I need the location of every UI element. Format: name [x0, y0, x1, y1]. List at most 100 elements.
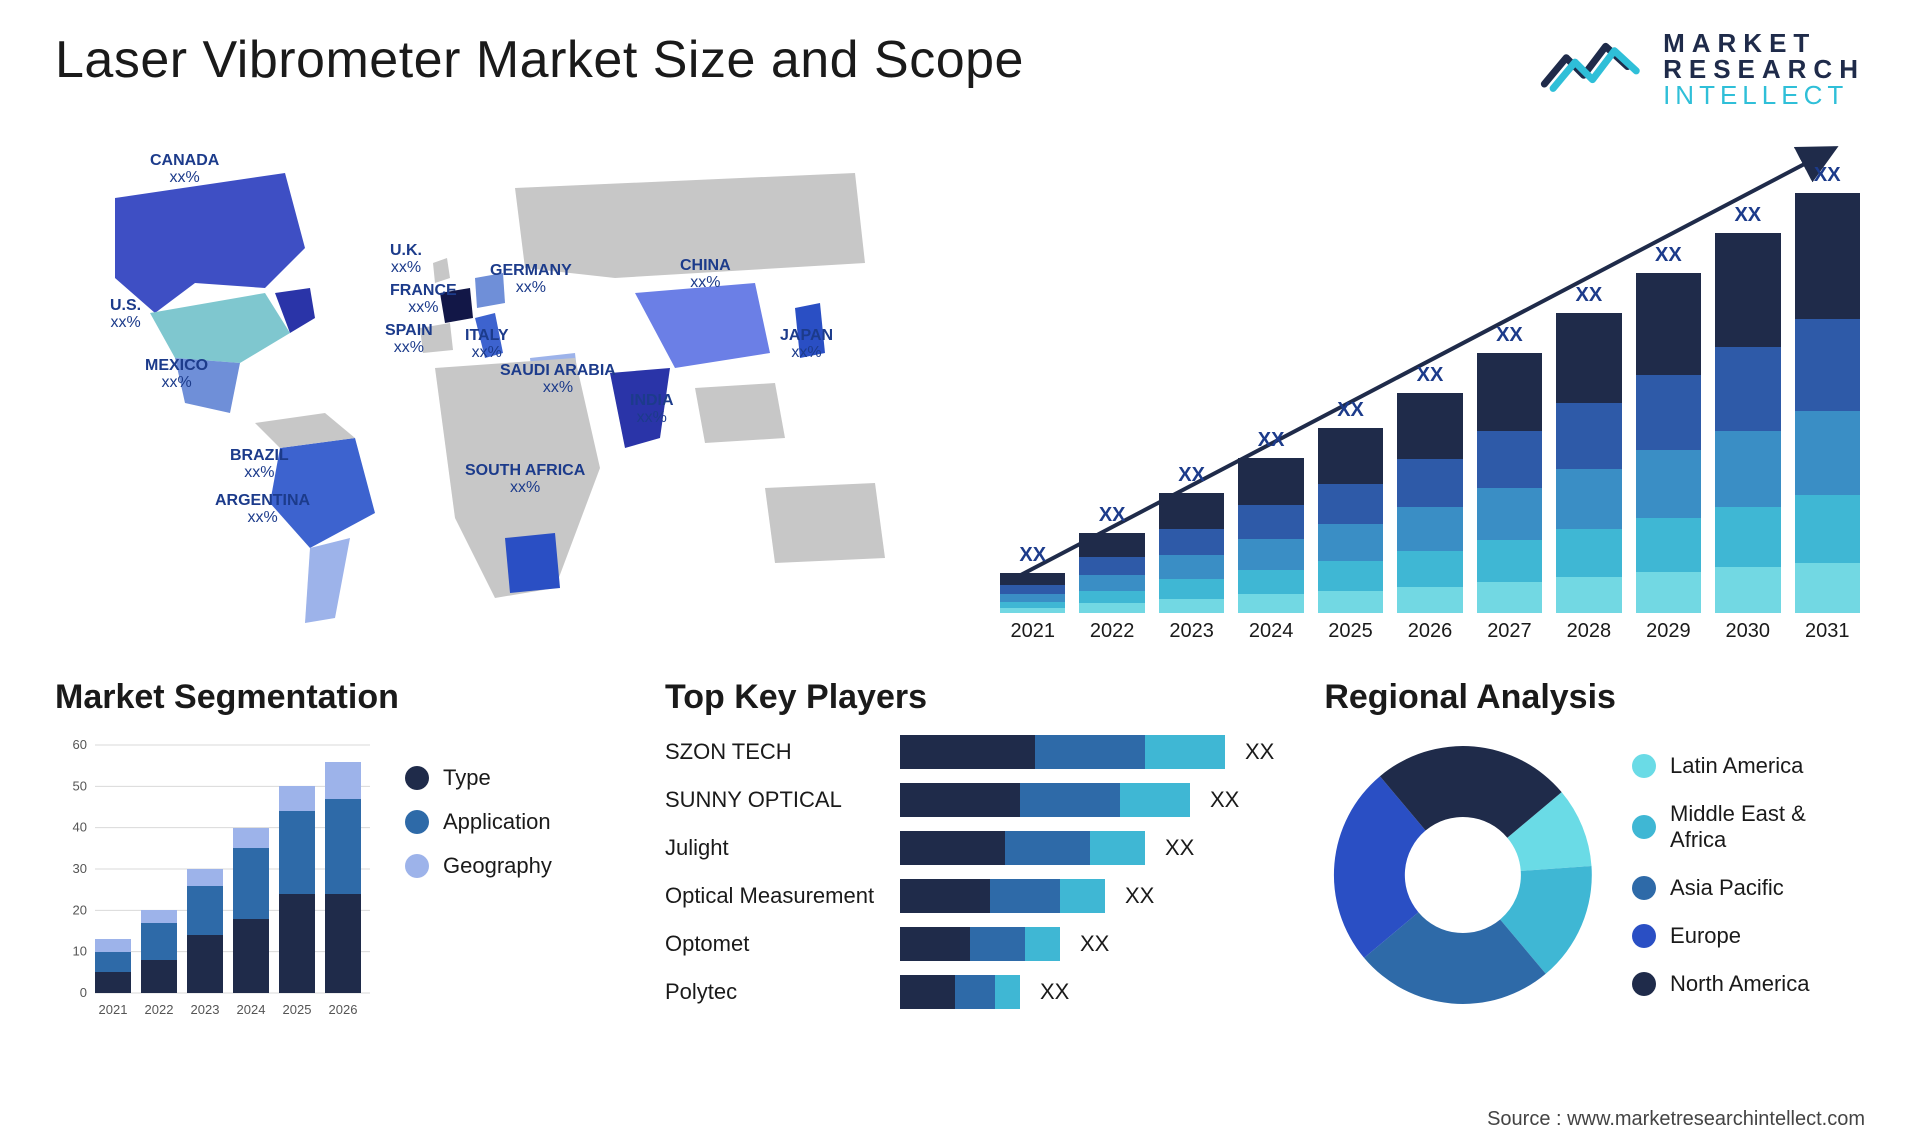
page-title: Laser Vibrometer Market Size and Scope: [55, 30, 1024, 90]
legend-label: Geography: [443, 853, 552, 879]
growth-bar: XX: [1159, 464, 1224, 613]
player-row: OptometXX: [665, 927, 1274, 961]
growth-bar: XX: [1795, 164, 1860, 613]
player-value: XX: [1040, 979, 1069, 1005]
growth-bar: XX: [1477, 324, 1542, 613]
player-value: XX: [1165, 835, 1194, 861]
player-name: Polytec: [665, 979, 890, 1005]
map-region-eu_uk: [433, 258, 450, 283]
growth-bar-label: XX: [1099, 504, 1126, 527]
growth-bar: XX: [1079, 504, 1144, 613]
player-bar: [900, 831, 1145, 865]
map-region-seasia: [695, 383, 785, 443]
map-label: CANADAxx%: [150, 153, 219, 187]
growth-bar: XX: [1397, 364, 1462, 613]
legend-swatch-icon: [1632, 924, 1656, 948]
regional-legend: Latin America Middle East & Africa Asia Pa…: [1632, 753, 1865, 997]
brand-logo-line2: RESEARCH: [1663, 56, 1865, 82]
player-value: XX: [1245, 739, 1274, 765]
legend-label: Europe: [1670, 923, 1741, 949]
growth-bar-label: XX: [1337, 399, 1364, 422]
map-label: SOUTH AFRICAxx%: [465, 463, 585, 497]
growth-bar: XX: [1318, 399, 1383, 613]
segmentation-bar: [95, 939, 131, 993]
segmentation-bar: [279, 786, 315, 993]
growth-year-label: 2022: [1079, 620, 1144, 643]
segmentation-year-label: 2021: [95, 1002, 131, 1017]
player-bar: [900, 783, 1190, 817]
legend-item: Geography: [405, 853, 552, 879]
legend-item: North America: [1632, 971, 1865, 997]
legend-swatch-icon: [405, 766, 429, 790]
player-bar: [900, 735, 1225, 769]
map-label: ITALYxx%: [465, 328, 509, 362]
growth-year-label: 2021: [1000, 620, 1065, 643]
legend-label: Latin America: [1670, 753, 1803, 779]
legend-swatch-icon: [1632, 754, 1656, 778]
brand-logo-mark-icon: [1540, 34, 1645, 104]
legend-label: Type: [443, 765, 491, 791]
map-label: U.K.xx%: [390, 243, 422, 277]
brand-logo-line3: INTELLECT: [1663, 82, 1865, 108]
brand-logo-line1: MARKET: [1663, 30, 1865, 56]
legend-label: Asia Pacific: [1670, 875, 1784, 901]
growth-year-label: 2025: [1318, 620, 1383, 643]
growth-bar-label: XX: [1655, 244, 1682, 267]
player-row: SUNNY OPTICALXX: [665, 783, 1274, 817]
players-chart: SZON TECH XX SUNNY OPTICALXX Julight XX Optic…: [665, 735, 1274, 1009]
player-name: Julight: [665, 835, 890, 861]
segmentation-bar: [187, 869, 223, 993]
player-name: SZON TECH: [665, 739, 890, 765]
svg-text:40: 40: [73, 820, 87, 835]
svg-text:50: 50: [73, 778, 87, 793]
player-name: Optical Measurement: [665, 883, 890, 909]
legend-swatch-icon: [405, 810, 429, 834]
growth-bar-chart: XXXXXXXXXXXXXXXXXXXXXX 20212022202320242…: [995, 118, 1865, 648]
svg-text:30: 30: [73, 861, 87, 876]
player-bar: [900, 927, 1060, 961]
legend-item: Type: [405, 765, 552, 791]
growth-bar-label: XX: [1496, 324, 1523, 347]
growth-year-label: 2029: [1636, 620, 1701, 643]
legend-item: Application: [405, 809, 552, 835]
segmentation-year-label: 2025: [279, 1002, 315, 1017]
legend-swatch-icon: [1632, 972, 1656, 996]
segmentation-title: Market Segmentation: [55, 678, 615, 717]
player-row: Polytec XX: [665, 975, 1274, 1009]
growth-bar: XX: [1000, 544, 1065, 613]
growth-bar-label: XX: [1734, 204, 1761, 227]
player-value: XX: [1080, 931, 1109, 957]
legend-swatch-icon: [405, 854, 429, 878]
map-label: SAUDI ARABIAxx%: [500, 363, 616, 397]
map-label: GERMANYxx%: [490, 263, 572, 297]
growth-year-label: 2026: [1397, 620, 1462, 643]
map-region-aus: [765, 483, 885, 563]
growth-bar-label: XX: [1019, 544, 1046, 567]
legend-item: Latin America: [1632, 753, 1865, 779]
legend-item: Middle East & Africa: [1632, 801, 1865, 853]
growth-bar-label: XX: [1576, 284, 1603, 307]
map-label: CHINAxx%: [680, 258, 731, 292]
growth-bar-label: XX: [1258, 429, 1285, 452]
map-label: U.S.xx%: [110, 298, 141, 332]
svg-text:20: 20: [73, 902, 87, 917]
growth-bar: XX: [1715, 204, 1780, 613]
player-value: XX: [1125, 883, 1154, 909]
legend-label: North America: [1670, 971, 1809, 997]
growth-bar-label: XX: [1178, 464, 1205, 487]
player-bar: [900, 879, 1105, 913]
map-label: MEXICOxx%: [145, 358, 208, 392]
svg-text:0: 0: [80, 985, 87, 1000]
segmentation-year-label: 2023: [187, 1002, 223, 1017]
segmentation-year-label: 2022: [141, 1002, 177, 1017]
growth-year-label: 2031: [1795, 620, 1860, 643]
world-map: CANADAxx%U.S.xx%MEXICOxx%BRAZILxx%ARGENT…: [55, 118, 955, 648]
map-label: SPAINxx%: [385, 323, 433, 357]
player-bar: [900, 975, 1020, 1009]
growth-bar: XX: [1238, 429, 1303, 613]
legend-item: Europe: [1632, 923, 1865, 949]
segmentation-bar: [325, 762, 361, 993]
map-label: ARGENTINAxx%: [215, 493, 310, 527]
regional-donut-chart: [1324, 735, 1602, 1015]
growth-year-label: 2030: [1715, 620, 1780, 643]
